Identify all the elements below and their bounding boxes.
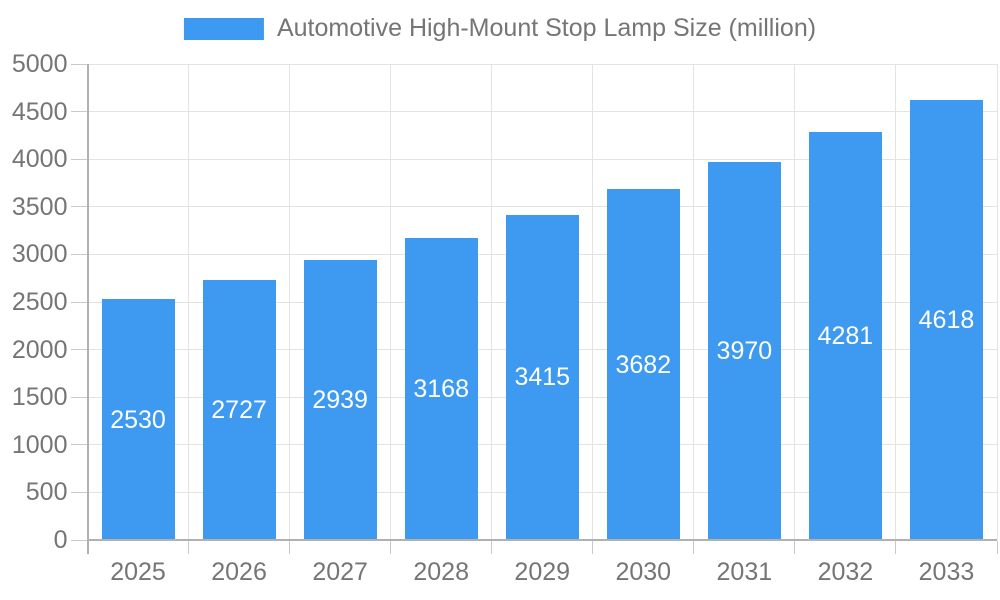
- legend: Automotive High-Mount Stop Lamp Size (mi…: [183, 14, 817, 43]
- y-axis-label: 3500: [11, 192, 68, 221]
- y-axis-label: 2000: [11, 335, 68, 364]
- legend-item[interactable]: Automotive High-Mount Stop Lamp Size (mi…: [183, 14, 817, 43]
- bar[interactable]: [101, 299, 175, 540]
- bar-value-label: 4281: [817, 322, 874, 351]
- y-axis-tick: [71, 206, 87, 208]
- gridline-vertical: [188, 64, 190, 540]
- y-axis-tick: [71, 253, 87, 255]
- x-axis-label: 2028: [413, 558, 469, 586]
- gridline-horizontal: [87, 111, 997, 113]
- y-axis-tick: [71, 63, 87, 65]
- gridline-horizontal: [87, 206, 997, 208]
- bar[interactable]: [606, 189, 680, 540]
- gridline-vertical: [996, 64, 998, 540]
- gridline-horizontal: [87, 63, 997, 65]
- x-axis-label: 2027: [312, 558, 368, 586]
- bar[interactable]: [808, 132, 882, 540]
- bar-value-label: 3168: [413, 375, 469, 404]
- x-axis-line: [86, 539, 997, 541]
- x-axis-tick: [693, 541, 695, 554]
- legend-label: Automotive High-Mount Stop Lamp Size (mi…: [276, 14, 817, 42]
- y-axis-tick: [71, 539, 87, 541]
- y-axis-tick: [71, 158, 87, 160]
- y-axis-label: 0: [53, 526, 68, 554]
- x-axis-label: 2025: [110, 558, 166, 586]
- y-axis-label: 1500: [11, 383, 68, 412]
- bar[interactable]: [202, 280, 276, 540]
- y-axis-tick: [71, 491, 87, 493]
- bar[interactable]: [404, 238, 478, 540]
- y-axis-line: [86, 64, 89, 554]
- gridline-vertical: [390, 64, 392, 540]
- y-axis-tick: [71, 349, 87, 351]
- x-axis-label: 2026: [211, 558, 267, 586]
- gridline-vertical: [592, 64, 594, 540]
- bar-value-label: 2939: [312, 386, 368, 415]
- x-axis-tick: [289, 541, 291, 554]
- x-axis-label: 2030: [615, 558, 672, 586]
- y-axis-tick: [71, 444, 87, 446]
- x-axis-label: 2031: [716, 558, 773, 586]
- x-axis-tick: [895, 541, 897, 554]
- x-axis-label: 2033: [918, 558, 975, 586]
- bar-value-label: 2530: [110, 405, 166, 434]
- x-axis-tick: [794, 541, 796, 554]
- gridline-vertical: [895, 64, 897, 540]
- y-axis-tick: [71, 111, 87, 113]
- y-axis-label: 4000: [11, 145, 68, 174]
- bar-value-label: 3970: [716, 337, 773, 366]
- bar-value-label: 3415: [514, 363, 571, 392]
- bar[interactable]: [707, 162, 781, 540]
- y-axis-label: 3000: [11, 240, 68, 269]
- bar-value-label: 2727: [211, 396, 267, 425]
- x-axis-tick: [996, 541, 998, 554]
- bar-value-label: 3682: [615, 350, 672, 379]
- gridline-vertical: [794, 64, 796, 540]
- gridline-horizontal: [87, 158, 997, 160]
- x-axis-tick: [491, 541, 493, 554]
- bar-value-label: 4618: [918, 306, 975, 335]
- y-axis-label: 2500: [11, 288, 68, 316]
- y-axis-label: 1000: [11, 430, 68, 459]
- legend-swatch-icon: [183, 17, 264, 40]
- x-axis-tick: [188, 541, 190, 554]
- x-axis-label: 2032: [817, 558, 874, 586]
- x-axis-tick: [592, 541, 594, 554]
- bar[interactable]: [909, 100, 983, 540]
- bar[interactable]: [505, 214, 579, 540]
- x-axis-tick: [390, 541, 392, 554]
- bar[interactable]: [303, 260, 377, 540]
- gridline-vertical: [491, 64, 493, 540]
- y-axis-label: 500: [25, 478, 68, 507]
- y-axis-tick: [71, 301, 87, 303]
- gridline-vertical: [289, 64, 291, 540]
- y-axis-tick: [71, 396, 87, 398]
- gridline-vertical: [693, 64, 695, 540]
- y-axis-label: 4500: [11, 97, 68, 126]
- y-axis-label: 5000: [11, 50, 68, 78]
- x-axis-label: 2029: [514, 558, 571, 586]
